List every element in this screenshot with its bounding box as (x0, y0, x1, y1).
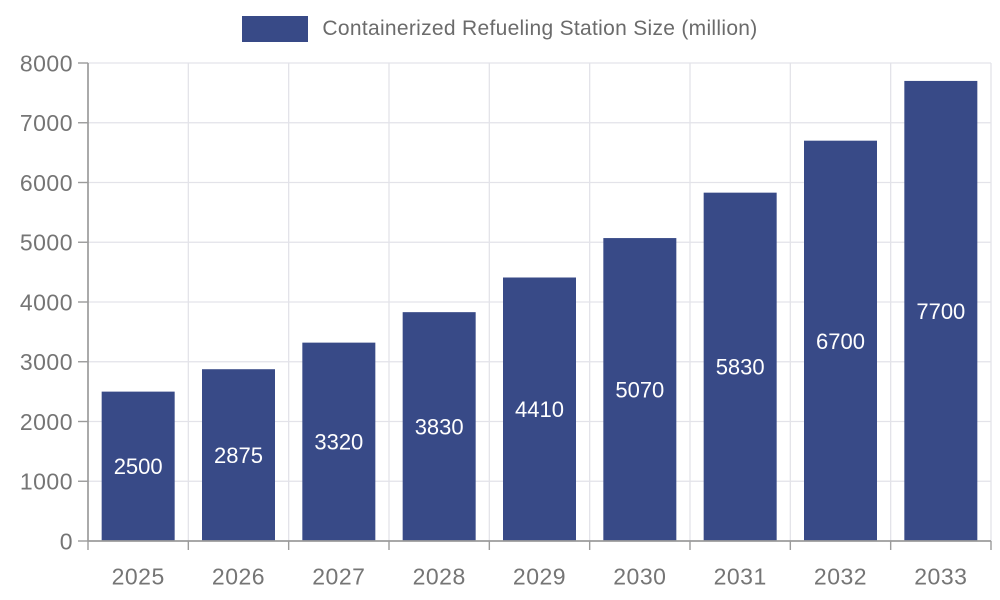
y-tick-label: 8000 (20, 50, 73, 76)
bar (804, 140, 877, 542)
x-tick-label: 2033 (914, 563, 967, 589)
y-tick-label: 1000 (20, 469, 73, 495)
bar (302, 342, 376, 541)
bar-value-label: 5830 (716, 355, 765, 380)
bar-value-label: 7700 (916, 299, 965, 324)
x-tick-label: 2032 (814, 563, 867, 589)
y-tick-label: 7000 (20, 110, 73, 136)
x-tick-label: 2031 (714, 563, 767, 589)
bar-value-label: 2500 (114, 454, 163, 479)
y-tick-label: 0 (60, 528, 73, 554)
bar (503, 277, 576, 541)
y-tick-label: 5000 (20, 230, 73, 256)
bar (703, 192, 777, 541)
bar-value-label: 2875 (214, 443, 263, 468)
bar (603, 238, 677, 541)
bar-value-label: 3320 (314, 430, 363, 455)
bar-value-label: 6700 (816, 329, 865, 354)
x-tick-label: 2030 (613, 563, 666, 589)
x-tick-label: 2028 (413, 563, 466, 589)
bar-value-label: 3830 (415, 414, 464, 439)
x-tick-label: 2027 (312, 563, 365, 589)
x-tick-label: 2029 (513, 563, 566, 589)
y-tick-label: 6000 (20, 170, 73, 196)
bar-value-label: 5070 (615, 377, 664, 402)
bar (101, 391, 175, 541)
bar (402, 312, 476, 541)
x-tick-label: 2025 (112, 563, 165, 589)
x-tick-label: 2026 (212, 563, 265, 589)
bar (202, 369, 275, 541)
y-tick-label: 4000 (20, 289, 73, 315)
y-tick-label: 2000 (20, 409, 73, 435)
bar (904, 80, 978, 542)
bar-value-label: 4410 (515, 397, 564, 422)
y-tick-label: 3000 (20, 349, 73, 375)
